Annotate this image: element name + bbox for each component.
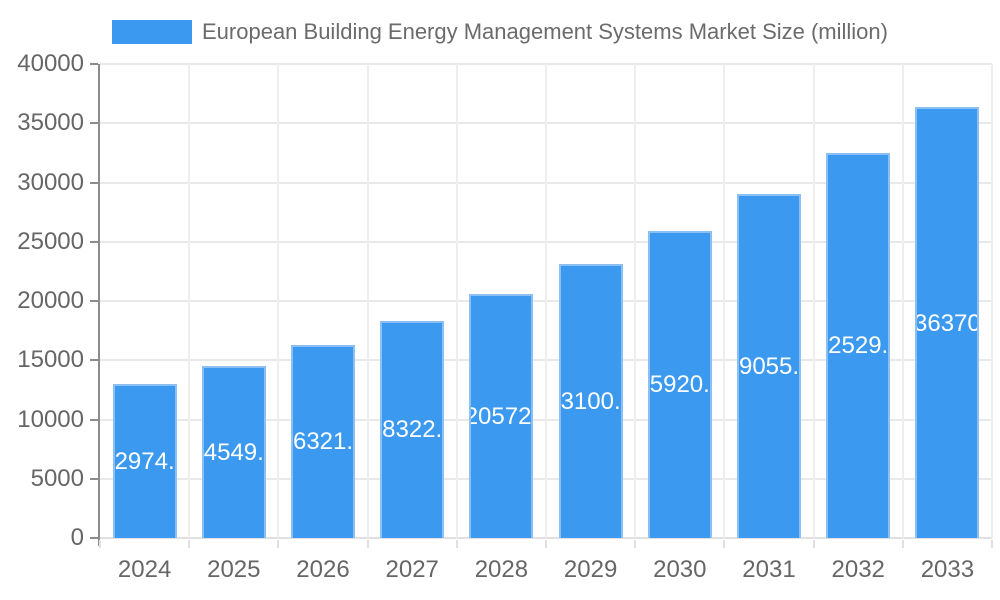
x-axis-tick xyxy=(991,540,993,548)
y-axis-tick xyxy=(90,300,98,302)
v-gridline xyxy=(812,64,815,538)
y-axis-tick xyxy=(90,63,98,65)
x-tick-label: 2029 xyxy=(563,556,618,583)
y-axis-tick xyxy=(90,122,98,125)
x-tick-label: 2033 xyxy=(920,556,975,583)
y-axis-tick xyxy=(90,477,98,480)
y-tick-label: 30000 xyxy=(17,168,84,196)
y-axis-line xyxy=(98,64,100,546)
bar-2026[interactable]: 6321. xyxy=(291,344,355,538)
bar-2024[interactable]: 2974. xyxy=(112,384,177,538)
bar-value-label: 5920. xyxy=(649,371,710,399)
x-axis-tick xyxy=(545,540,547,548)
y-tick-label: 5000 xyxy=(30,464,84,492)
bar-value-label: 2529. xyxy=(828,332,889,360)
x-tick-label: 2026 xyxy=(296,556,350,583)
bar-value-label: 4549. xyxy=(203,438,264,466)
bar-value-label: 36370 xyxy=(917,309,978,337)
y-axis-tick xyxy=(90,359,98,362)
x-tick-label: 2032 xyxy=(831,556,885,583)
bar-2031[interactable]: 9055. xyxy=(737,193,801,538)
x-tick-label: 2030 xyxy=(653,556,707,583)
y-tick-label: 40000 xyxy=(17,50,84,77)
x-tick-label: 2024 xyxy=(117,556,172,583)
v-gridline xyxy=(277,64,280,538)
v-gridline xyxy=(901,64,904,538)
y-tick-label: 15000 xyxy=(17,346,84,374)
bar-value-label: 9055. xyxy=(739,352,799,380)
bar-value-label: 8322. xyxy=(382,416,443,444)
v-gridline xyxy=(188,64,191,538)
y-tick-label: 0 xyxy=(70,524,84,551)
bar-2029[interactable]: 3100. xyxy=(558,264,623,538)
y-tick-label: 35000 xyxy=(17,109,84,137)
x-axis-tick xyxy=(188,540,191,548)
y-axis-tick xyxy=(90,240,98,243)
x-axis-tick xyxy=(455,540,458,548)
x-axis-tick xyxy=(812,540,815,548)
v-gridline xyxy=(634,64,637,538)
bar-2033[interactable]: 36370 xyxy=(915,107,980,538)
x-axis-tick xyxy=(901,540,904,548)
x-tick-label: 2025 xyxy=(207,556,261,583)
x-tick-label: 2028 xyxy=(474,556,529,583)
legend-swatch[interactable] xyxy=(112,20,192,44)
y-axis-tick xyxy=(90,418,98,421)
y-axis-tick xyxy=(90,537,98,539)
bar-value-label: 3100. xyxy=(560,388,621,416)
v-gridline xyxy=(723,64,726,538)
legend-label[interactable]: European Building Energy Management Syst… xyxy=(202,19,888,44)
bar-2030[interactable]: 5920. xyxy=(647,230,712,538)
x-axis-tick xyxy=(366,540,369,548)
x-axis-tick xyxy=(99,540,101,548)
x-tick-label: 2027 xyxy=(385,556,439,583)
bar-value-label: 2974. xyxy=(114,448,175,476)
bar-2027[interactable]: 8322. xyxy=(380,320,445,538)
v-gridline xyxy=(455,64,458,538)
bar-2028[interactable]: 20572. xyxy=(469,294,534,538)
x-axis-tick xyxy=(634,540,637,548)
y-tick-label: 25000 xyxy=(17,227,84,255)
x-axis-line xyxy=(100,537,992,539)
bar-2025[interactable]: 4549. xyxy=(201,365,266,538)
bar-value-label: 6321. xyxy=(293,428,353,456)
y-tick-label: 10000 xyxy=(17,405,84,433)
x-tick-label: 2031 xyxy=(742,556,796,583)
x-axis-tick xyxy=(723,540,726,548)
plot-area: 0 5000 10000 15000 20000 25000 30000 35000 40000… xyxy=(17,50,993,583)
v-gridline xyxy=(366,64,369,538)
legend: European Building Energy Management Syst… xyxy=(0,16,1000,48)
bar-2032[interactable]: 2529. xyxy=(826,152,891,538)
y-axis-tick xyxy=(90,181,98,184)
v-gridline xyxy=(991,64,993,538)
y-tick-label: 20000 xyxy=(17,287,84,314)
x-axis-tick xyxy=(277,540,280,548)
v-gridline xyxy=(545,64,547,538)
bar-value-label: 20572. xyxy=(471,403,532,431)
